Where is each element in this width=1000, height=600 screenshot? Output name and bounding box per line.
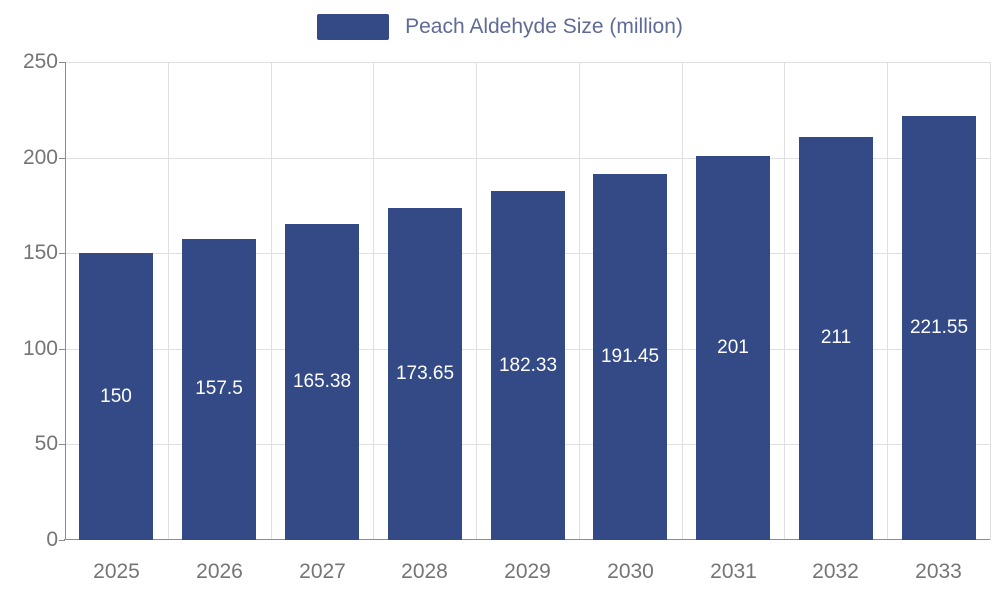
y-tick-label: 100 <box>22 337 58 360</box>
y-tick-mark <box>59 444 65 445</box>
x-tick-label: 2027 <box>299 560 346 583</box>
bar-value-label: 191.45 <box>600 346 660 367</box>
bar[interactable] <box>799 137 873 540</box>
legend[interactable]: Peach Aldehyde Size (million) <box>0 14 1000 40</box>
y-tick-label: 200 <box>22 146 58 169</box>
y-tick-mark <box>59 349 65 350</box>
x-gridline <box>682 62 683 540</box>
y-tick-mark <box>59 158 65 159</box>
bar-value-label: 165.38 <box>292 371 352 392</box>
x-tick-label: 2030 <box>607 560 654 583</box>
y-tick-label: 150 <box>22 241 58 264</box>
bar[interactable] <box>696 156 770 540</box>
x-gridline <box>579 62 580 540</box>
bar[interactable] <box>79 253 153 540</box>
y-gridline <box>65 62 990 63</box>
x-gridline <box>887 62 888 540</box>
y-tick-mark <box>59 62 65 63</box>
x-tick-label: 2032 <box>812 560 859 583</box>
y-gridline <box>65 158 990 159</box>
x-tick-label: 2025 <box>93 560 140 583</box>
x-gridline <box>476 62 477 540</box>
bar[interactable] <box>902 116 976 540</box>
bar-value-label: 182.33 <box>498 355 558 376</box>
bar[interactable] <box>491 191 565 540</box>
y-axis-line <box>65 62 66 540</box>
x-tick-label: 2029 <box>504 560 551 583</box>
bar[interactable] <box>182 239 256 540</box>
x-gridline <box>784 62 785 540</box>
y-tick-mark <box>59 540 65 541</box>
x-tick-label: 2028 <box>401 560 448 583</box>
bar[interactable] <box>285 224 359 540</box>
y-tick-label: 250 <box>22 50 58 73</box>
x-gridline <box>373 62 374 540</box>
bar-value-label: 157.5 <box>195 378 243 399</box>
bar-value-label: 211 <box>820 327 852 348</box>
legend-swatch <box>317 14 390 40</box>
bar[interactable] <box>593 174 667 540</box>
x-tick-label: 2026 <box>196 560 243 583</box>
bar-value-label: 201 <box>717 337 749 358</box>
bar[interactable] <box>388 208 462 540</box>
x-tick-label: 2033 <box>915 560 962 583</box>
y-tick-label: 50 <box>34 432 58 455</box>
x-gridline <box>271 62 272 540</box>
bar-value-label: 173.65 <box>395 363 455 384</box>
legend-label: Peach Aldehyde Size (million) <box>405 15 683 38</box>
plot-area: 150 157.5 165.38 173.65 182.33 191.45 201 211 22… <box>59 62 991 541</box>
x-gridline <box>168 62 169 540</box>
x-tick-label: 2031 <box>710 560 757 583</box>
y-tick-label: 0 <box>46 528 58 551</box>
bar-value-label: 150 <box>100 386 132 407</box>
x-gridline <box>990 62 991 540</box>
y-tick-mark <box>59 253 65 254</box>
bar-value-label: 221.55 <box>909 317 969 338</box>
